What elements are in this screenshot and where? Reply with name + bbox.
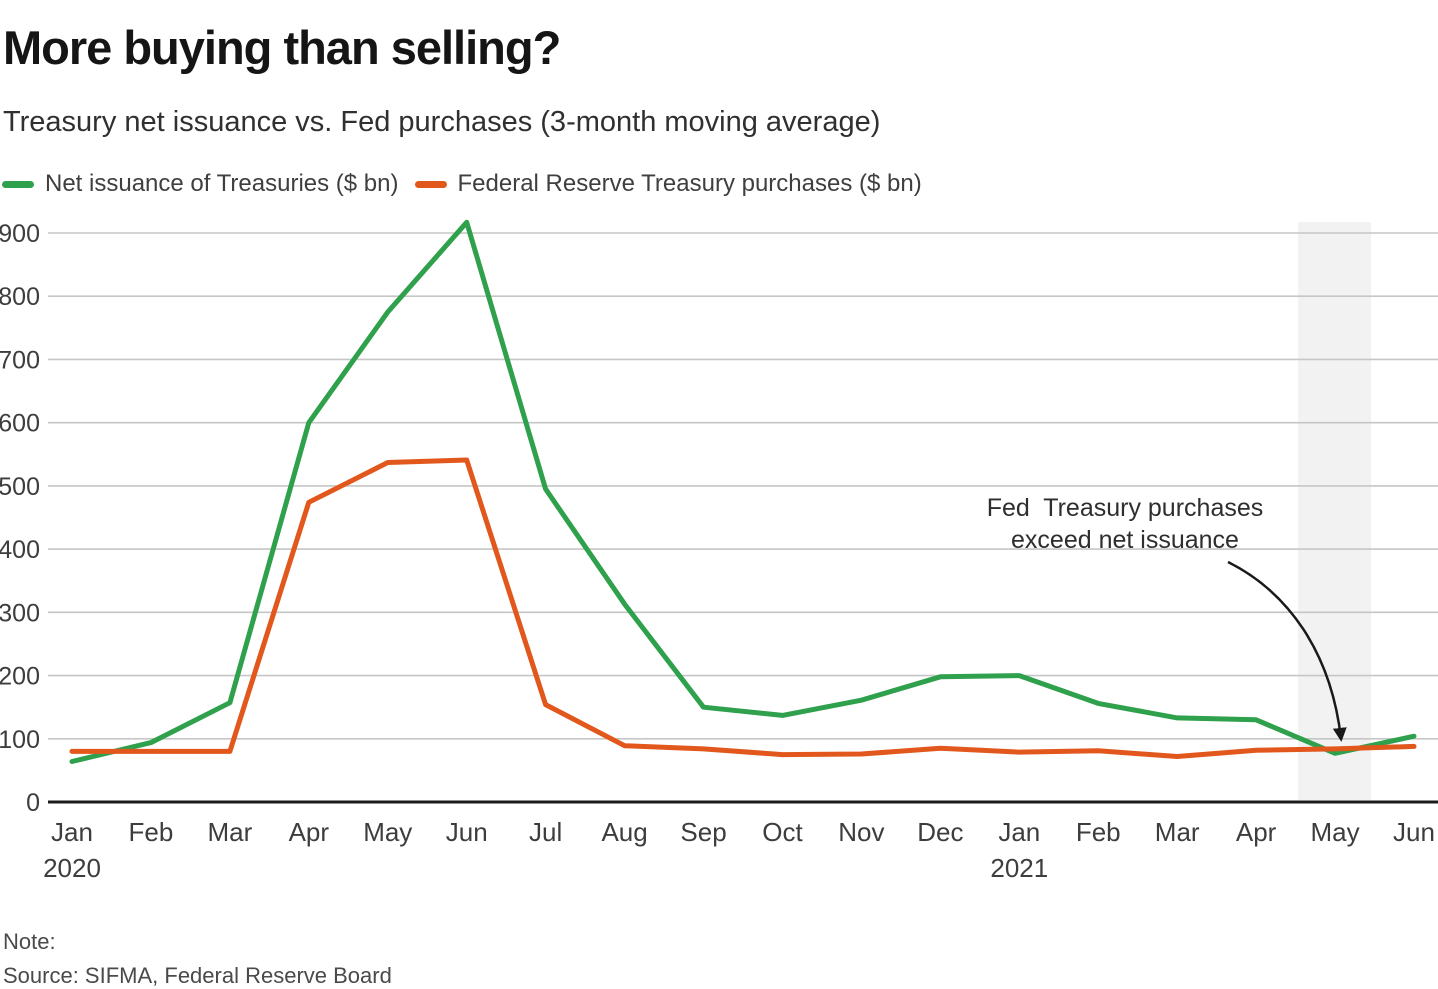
svg-text:900: 900 — [0, 220, 40, 248]
annotation-arrow-path — [1227, 560, 1347, 742]
highlight-band — [1298, 222, 1372, 800]
highlight-band-rect — [1298, 222, 1372, 800]
svg-text:2020: 2020 — [43, 853, 101, 883]
svg-text:Apr: Apr — [1236, 817, 1277, 847]
svg-text:Dec: Dec — [917, 817, 963, 847]
legend-label-fed-purchases: Federal Reserve Treasury purchases ($ bn… — [457, 170, 922, 197]
svg-text:800: 800 — [0, 283, 40, 311]
svg-text:100: 100 — [0, 726, 40, 754]
fed-purchases-swatch-icon — [414, 180, 447, 188]
annotation-label: Fed Treasury purchases exceed net issuan… — [986, 494, 1264, 554]
svg-text:0: 0 — [26, 789, 40, 817]
svg-text:700: 700 — [0, 346, 40, 374]
svg-text:Feb: Feb — [1076, 817, 1121, 847]
legend-item-fed-purchases: Federal Reserve Treasury purchases ($ bn… — [414, 170, 922, 198]
svg-text:Mar: Mar — [207, 817, 252, 847]
x-axis-labels: Jan Feb Mar Apr May Jun Jul Aug Sep Oct Nov Dec Jan F… — [43, 817, 1435, 883]
svg-text:2021: 2021 — [990, 853, 1048, 883]
svg-text:Nov: Nov — [838, 817, 884, 847]
data-series-lines — [69, 219, 1417, 764]
svg-text:400: 400 — [0, 536, 40, 564]
chart-subtitle: Treasury net issuance vs. Fed purchases … — [3, 106, 881, 138]
y-axis-labels: 0 100 200 300 400 500 600 700 800 900 — [0, 220, 40, 817]
svg-text:Jun: Jun — [446, 817, 488, 847]
svg-text:Jul: Jul — [529, 817, 562, 847]
svg-text:Jan: Jan — [998, 817, 1040, 847]
svg-text:Apr: Apr — [289, 817, 330, 847]
svg-text:Jun: Jun — [1393, 817, 1435, 847]
source-label: Source: SIFMA, Federal Reserve Board — [3, 963, 392, 988]
svg-text:May: May — [1310, 817, 1359, 847]
svg-text:200: 200 — [0, 663, 40, 691]
svg-text:300: 300 — [0, 599, 40, 627]
note-label: Note: — [3, 929, 56, 954]
svg-text:Sep: Sep — [680, 817, 726, 847]
legend: Net issuance of Treasuries ($ bn) Federa… — [2, 170, 938, 198]
svg-text:Oct: Oct — [762, 817, 803, 847]
svg-text:600: 600 — [0, 410, 40, 438]
annotation-arrow — [1227, 560, 1347, 742]
grid-lines — [48, 232, 1438, 740]
legend-item-net-issuance: Net issuance of Treasuries ($ bn) — [2, 170, 399, 198]
series-fed-purchases-line — [69, 457, 1417, 759]
svg-text:500: 500 — [0, 473, 40, 501]
svg-text:Mar: Mar — [1155, 817, 1200, 847]
svg-text:Aug: Aug — [601, 817, 647, 847]
page-title: More buying than selling? — [3, 21, 561, 74]
legend-label-net-issuance: Net issuance of Treasuries ($ bn) — [45, 170, 399, 197]
svg-text:Feb: Feb — [129, 817, 174, 847]
series-net-issuance-line — [69, 219, 1417, 764]
svg-text:Jan: Jan — [51, 817, 93, 847]
net-issuance-swatch-icon — [2, 180, 34, 188]
svg-text:May: May — [363, 817, 412, 847]
